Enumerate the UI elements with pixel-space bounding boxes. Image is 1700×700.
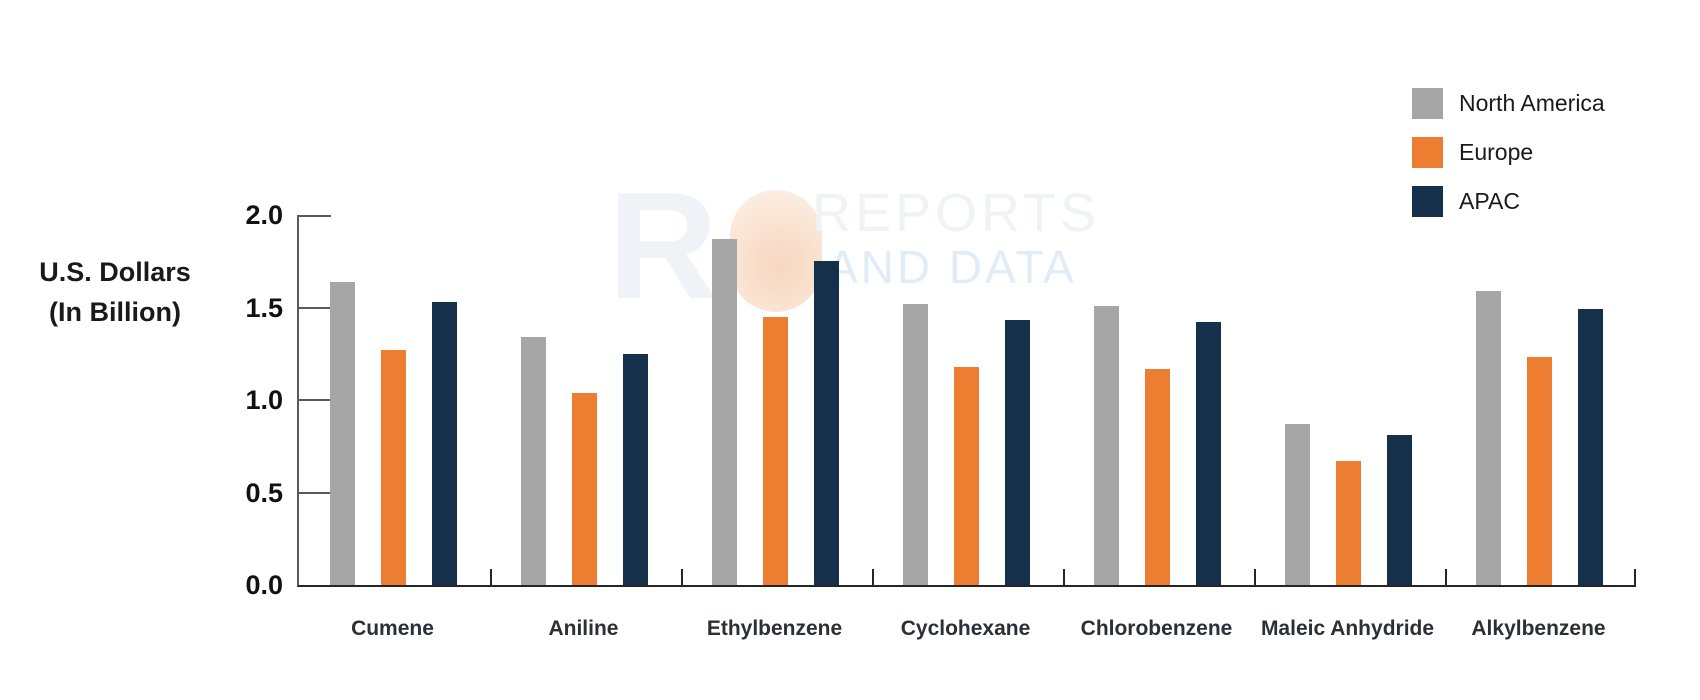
y-tick-mark bbox=[299, 399, 331, 401]
x-tick-mark bbox=[490, 569, 492, 585]
bar-aniline-apac bbox=[623, 354, 648, 585]
x-tick-mark bbox=[1634, 569, 1636, 585]
y-tick-label: 1.0 bbox=[245, 385, 283, 415]
bar-cyclohexane-north-america bbox=[903, 304, 928, 585]
plot-area bbox=[297, 215, 1636, 587]
legend-swatch-north-america bbox=[1412, 88, 1443, 119]
y-tick-label: 0.5 bbox=[245, 477, 283, 508]
bar-aniline-europe bbox=[572, 393, 597, 585]
bar-cumene-europe bbox=[381, 350, 406, 585]
bar-cumene-north-america bbox=[330, 282, 355, 585]
bar-cyclohexane-europe bbox=[954, 367, 979, 585]
x-tick-mark bbox=[1445, 569, 1447, 585]
bar-chlorobenzene-europe bbox=[1145, 369, 1170, 585]
legend-label-apac: APAC bbox=[1459, 188, 1520, 214]
watermark-text-line1: REPORTS bbox=[812, 183, 1101, 243]
legend-item-apac: APAC bbox=[1412, 186, 1605, 217]
y-axis-title-line1: U.S. Dollars bbox=[39, 257, 191, 287]
watermark-text-line2: AND DATA bbox=[827, 241, 1077, 293]
bar-alkylbenzene-north-america bbox=[1476, 291, 1501, 585]
bar-cumene-apac bbox=[432, 302, 457, 585]
bar-maleic-anhydride-apac bbox=[1387, 435, 1412, 585]
bar-chlorobenzene-north-america bbox=[1094, 306, 1119, 585]
y-tick-label: 0.0 bbox=[245, 570, 283, 600]
bar-maleic-anhydride-north-america bbox=[1285, 424, 1310, 585]
legend: North America Europe APAC bbox=[1412, 88, 1605, 235]
legend-item-europe: Europe bbox=[1412, 137, 1605, 168]
legend-label-north-america: North America bbox=[1459, 90, 1605, 116]
bar-cyclohexane-apac bbox=[1005, 320, 1030, 585]
bar-alkylbenzene-europe bbox=[1527, 357, 1552, 585]
x-category-label-cyclohexane: Cyclohexane bbox=[900, 617, 1031, 640]
x-category-label-chlorobenzene: Chlorobenzene bbox=[1080, 617, 1233, 640]
x-tick-mark bbox=[681, 569, 683, 585]
x-category-label-ethylbenzene: Ethylbenzene bbox=[706, 617, 843, 640]
x-category-label-aniline: Aniline bbox=[548, 617, 619, 640]
x-tick-mark bbox=[1254, 569, 1256, 585]
bar-chlorobenzene-apac bbox=[1196, 322, 1221, 585]
y-tick-mark bbox=[299, 491, 331, 494]
bar-ethylbenzene-europe bbox=[763, 317, 788, 585]
bar-maleic-anhydride-europe bbox=[1336, 461, 1361, 585]
y-tick-label: 2.0 bbox=[245, 200, 283, 230]
legend-swatch-europe bbox=[1412, 137, 1443, 168]
bar-aniline-north-america bbox=[521, 337, 546, 585]
y-axis-title: U.S. Dollars (In Billion) bbox=[10, 252, 220, 332]
x-tick-mark bbox=[1063, 569, 1065, 585]
legend-item-north-america: North America bbox=[1412, 88, 1605, 119]
y-axis-title-line2: (In Billion) bbox=[49, 297, 181, 327]
x-category-label-alkylbenzene: Alkylbenzene bbox=[1471, 617, 1606, 640]
legend-swatch-apac bbox=[1412, 186, 1443, 217]
watermark-logo-r: R bbox=[608, 161, 718, 331]
watermark-logo-d-icon bbox=[730, 190, 822, 312]
bar-ethylbenzene-apac bbox=[814, 261, 839, 585]
x-tick-mark bbox=[872, 569, 874, 585]
x-category-label-maleic-anhydride: Maleic Anhydride bbox=[1260, 617, 1435, 640]
bar-alkylbenzene-apac bbox=[1578, 309, 1603, 585]
y-tick-mark bbox=[299, 215, 331, 217]
x-category-label-cumene: Cumene bbox=[351, 617, 434, 640]
legend-label-europe: Europe bbox=[1459, 139, 1534, 165]
bar-ethylbenzene-north-america bbox=[712, 239, 737, 585]
y-tick-label: 1.5 bbox=[245, 292, 283, 323]
y-tick-mark bbox=[299, 306, 331, 309]
